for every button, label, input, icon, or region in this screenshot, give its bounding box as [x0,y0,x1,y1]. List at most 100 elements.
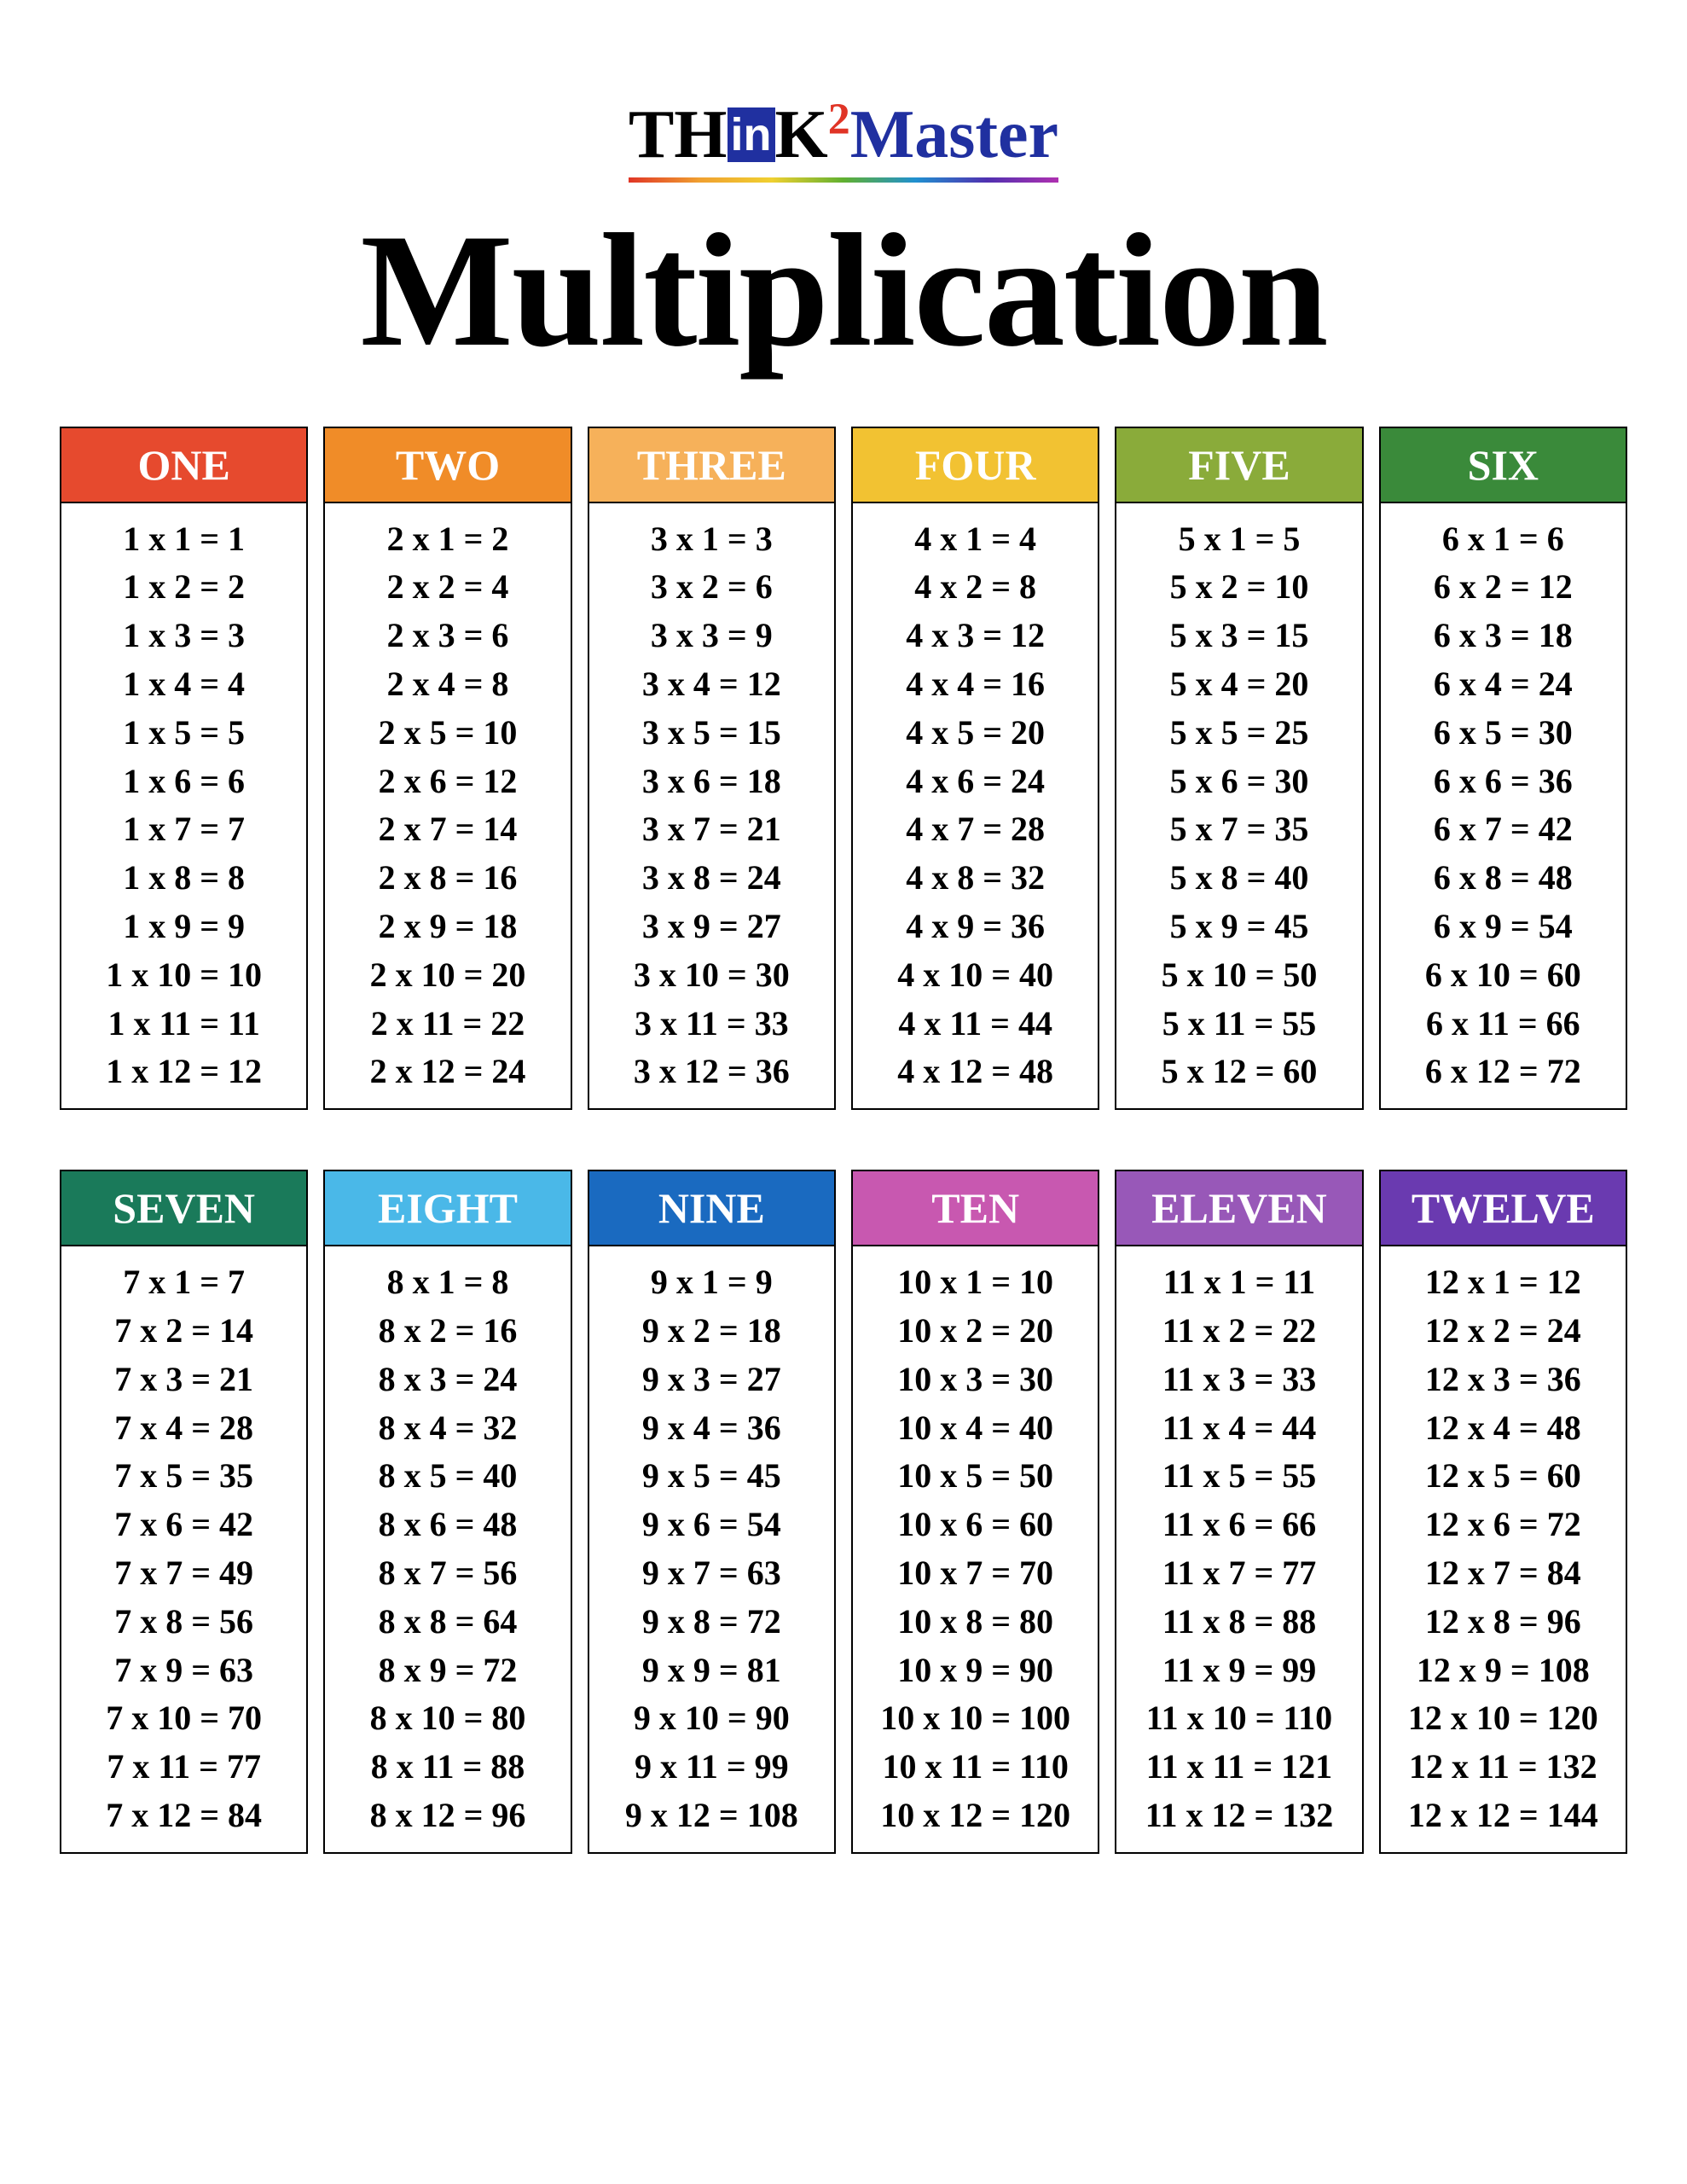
table-row: 1 x 12 = 12 [68,1048,299,1096]
logo-in: in [728,107,775,162]
table-row: 5 x 6 = 30 [1123,758,1354,806]
multiplication-table: TEN10 x 1 = 1010 x 2 = 2010 x 3 = 3010 x… [851,1170,1099,1854]
multiplication-table: EIGHT8 x 1 = 88 x 2 = 168 x 3 = 248 x 4 … [323,1170,571,1854]
table-row: 1 x 6 = 6 [68,758,299,806]
table-row: 7 x 11 = 77 [68,1743,299,1792]
table-row: 5 x 1 = 5 [1123,515,1354,564]
table-row: 6 x 5 = 30 [1388,709,1619,758]
table-row: 9 x 1 = 9 [596,1258,827,1307]
table-row: 3 x 5 = 15 [596,709,827,758]
logo-master: Master [850,97,1058,172]
table-row: 5 x 2 = 10 [1123,563,1354,612]
table-header: TWELVE [1381,1171,1626,1246]
table-row: 9 x 5 = 45 [596,1452,827,1501]
table-body: 1 x 1 = 11 x 2 = 21 x 3 = 31 x 4 = 41 x … [61,503,306,1109]
table-header: SIX [1381,428,1626,503]
table-row: 9 x 10 = 90 [596,1694,827,1743]
table-header: FOUR [853,428,1098,503]
table-row: 3 x 7 = 21 [596,805,827,854]
table-row: 8 x 6 = 48 [332,1501,563,1549]
table-row: 3 x 6 = 18 [596,758,827,806]
table-row: 11 x 6 = 66 [1123,1501,1354,1549]
multiplication-table: ELEVEN11 x 1 = 1111 x 2 = 2211 x 3 = 331… [1115,1170,1363,1854]
table-row: 9 x 7 = 63 [596,1549,827,1598]
table-header: FIVE [1116,428,1361,503]
table-header: ONE [61,428,306,503]
table-body: 2 x 1 = 22 x 2 = 42 x 3 = 62 x 4 = 82 x … [325,503,570,1109]
table-row: 4 x 10 = 40 [860,951,1091,1000]
table-row: 12 x 9 = 108 [1388,1647,1619,1695]
logo: THinK2Master [629,94,1058,183]
table-row: 4 x 7 = 28 [860,805,1091,854]
table-row: 4 x 6 = 24 [860,758,1091,806]
table-row: 1 x 8 = 8 [68,854,299,903]
table-row: 2 x 11 = 22 [332,1000,563,1048]
table-row: 4 x 9 = 36 [860,903,1091,951]
table-body: 10 x 1 = 1010 x 2 = 2010 x 3 = 3010 x 4 … [853,1246,1098,1852]
table-row: 8 x 4 = 32 [332,1404,563,1453]
table-row: 12 x 3 = 36 [1388,1356,1619,1404]
multiplication-table: NINE9 x 1 = 99 x 2 = 189 x 3 = 279 x 4 =… [588,1170,836,1854]
table-row: 2 x 9 = 18 [332,903,563,951]
table-row: 2 x 3 = 6 [332,612,563,660]
table-row: 4 x 11 = 44 [860,1000,1091,1048]
logo-exponent: 2 [828,95,850,143]
table-header: TEN [853,1171,1098,1246]
table-row: 2 x 4 = 8 [332,660,563,709]
table-row: 10 x 1 = 10 [860,1258,1091,1307]
table-row: 7 x 4 = 28 [68,1404,299,1453]
table-body: 8 x 1 = 88 x 2 = 168 x 3 = 248 x 4 = 328… [325,1246,570,1852]
table-header: EIGHT [325,1171,570,1246]
multiplication-table: SEVEN7 x 1 = 77 x 2 = 147 x 3 = 217 x 4 … [60,1170,308,1854]
table-row: 1 x 3 = 3 [68,612,299,660]
multiplication-table: TWELVE12 x 1 = 1212 x 2 = 2412 x 3 = 361… [1379,1170,1627,1854]
table-row: 6 x 10 = 60 [1388,951,1619,1000]
table-row: 10 x 5 = 50 [860,1452,1091,1501]
table-row: 8 x 5 = 40 [332,1452,563,1501]
table-row: 11 x 8 = 88 [1123,1598,1354,1647]
table-row: 5 x 8 = 40 [1123,854,1354,903]
table-row: 2 x 1 = 2 [332,515,563,564]
table-row: 6 x 6 = 36 [1388,758,1619,806]
table-row: 2 x 6 = 12 [332,758,563,806]
table-row: 5 x 9 = 45 [1123,903,1354,951]
header: THinK2Master Multiplication [60,94,1627,384]
table-row: 7 x 6 = 42 [68,1501,299,1549]
table-row: 6 x 4 = 24 [1388,660,1619,709]
table-row: 11 x 9 = 99 [1123,1647,1354,1695]
table-row: 10 x 11 = 110 [860,1743,1091,1792]
table-row: 9 x 4 = 36 [596,1404,827,1453]
table-row: 1 x 1 = 1 [68,515,299,564]
table-row: 3 x 1 = 3 [596,515,827,564]
table-row: 4 x 4 = 16 [860,660,1091,709]
table-row: 5 x 11 = 55 [1123,1000,1354,1048]
table-row: 5 x 3 = 15 [1123,612,1354,660]
table-row: 6 x 1 = 6 [1388,515,1619,564]
table-row: 6 x 7 = 42 [1388,805,1619,854]
table-row: 6 x 8 = 48 [1388,854,1619,903]
table-row: 8 x 1 = 8 [332,1258,563,1307]
table-row: 5 x 7 = 35 [1123,805,1354,854]
table-row: 1 x 11 = 11 [68,1000,299,1048]
table-row: 7 x 1 = 7 [68,1258,299,1307]
table-row: 4 x 2 = 8 [860,563,1091,612]
table-row: 10 x 7 = 70 [860,1549,1091,1598]
table-row: 9 x 6 = 54 [596,1501,827,1549]
table-header: THREE [589,428,834,503]
table-row: 11 x 3 = 33 [1123,1356,1354,1404]
table-row: 2 x 5 = 10 [332,709,563,758]
tables-row-2: SEVEN7 x 1 = 77 x 2 = 147 x 3 = 217 x 4 … [60,1170,1627,1854]
table-row: 12 x 11 = 132 [1388,1743,1619,1792]
table-row: 9 x 9 = 81 [596,1647,827,1695]
table-row: 5 x 5 = 25 [1123,709,1354,758]
table-row: 10 x 6 = 60 [860,1501,1091,1549]
table-row: 10 x 2 = 20 [860,1307,1091,1356]
table-row: 12 x 7 = 84 [1388,1549,1619,1598]
table-row: 12 x 8 = 96 [1388,1598,1619,1647]
table-row: 9 x 11 = 99 [596,1743,827,1792]
table-row: 12 x 6 = 72 [1388,1501,1619,1549]
table-row: 11 x 7 = 77 [1123,1549,1354,1598]
table-body: 6 x 1 = 66 x 2 = 126 x 3 = 186 x 4 = 246… [1381,503,1626,1109]
multiplication-table: ONE1 x 1 = 11 x 2 = 21 x 3 = 31 x 4 = 41… [60,427,308,1111]
table-row: 5 x 10 = 50 [1123,951,1354,1000]
